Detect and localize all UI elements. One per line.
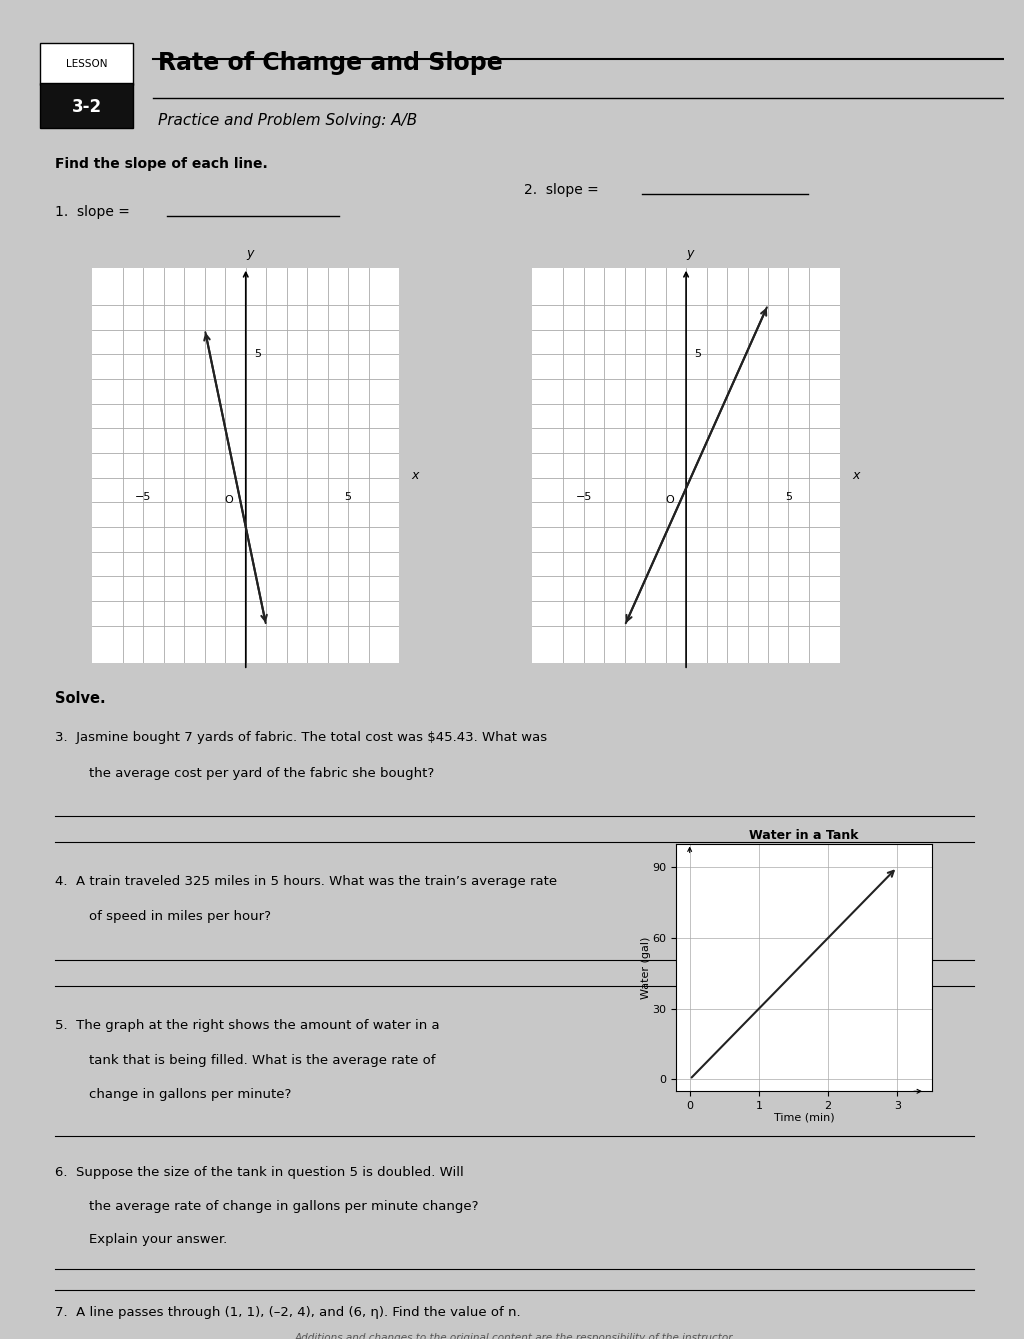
Text: the average cost per yard of the fabric she bought?: the average cost per yard of the fabric …	[89, 767, 434, 779]
Text: 3.  Jasmine bought 7 yards of fabric. The total cost was $45.43. What was: 3. Jasmine bought 7 yards of fabric. The…	[55, 731, 547, 744]
Text: x: x	[852, 469, 859, 482]
Text: 2.  slope =: 2. slope =	[524, 182, 599, 197]
Text: 4.  A train traveled 325 miles in 5 hours. What was the train’s average rate: 4. A train traveled 325 miles in 5 hours…	[55, 876, 557, 888]
Text: 6.  Suppose the size of the tank in question 5 is doubled. Will: 6. Suppose the size of the tank in quest…	[55, 1166, 464, 1180]
Text: Practice and Problem Solving: A/B: Practice and Problem Solving: A/B	[158, 112, 417, 129]
Text: LESSON: LESSON	[66, 59, 108, 70]
Text: x: x	[412, 469, 419, 482]
Text: 7.  A line passes through (1, 1), (–2, 4), and (6, η). Find the value of n.: 7. A line passes through (1, 1), (–2, 4)…	[55, 1306, 520, 1319]
Text: of speed in miles per hour?: of speed in miles per hour?	[89, 911, 271, 924]
Text: 5.  The graph at the right shows the amount of water in a: 5. The graph at the right shows the amou…	[55, 1019, 439, 1031]
Text: Explain your answer.: Explain your answer.	[89, 1233, 227, 1245]
Title: Water in a Tank: Water in a Tank	[750, 829, 858, 842]
Bar	[40, 83, 133, 129]
Text: y: y	[686, 248, 694, 260]
Bar	[40, 43, 133, 86]
Text: O: O	[224, 495, 233, 505]
Text: the average rate of change in gallons per minute change?: the average rate of change in gallons pe…	[89, 1200, 478, 1213]
Text: Rate of Change and Slope: Rate of Change and Slope	[158, 51, 503, 75]
Text: Find the slope of each line.: Find the slope of each line.	[55, 157, 267, 170]
Text: O: O	[665, 495, 674, 505]
Text: tank that is being filled. What is the average rate of: tank that is being filled. What is the a…	[89, 1054, 435, 1067]
Text: 5: 5	[785, 493, 792, 502]
Text: Solve.: Solve.	[55, 691, 105, 706]
Text: 3-2: 3-2	[72, 98, 101, 115]
Text: −5: −5	[135, 493, 152, 502]
Text: 5: 5	[345, 493, 351, 502]
Text: y: y	[246, 248, 254, 260]
Text: change in gallons per minute?: change in gallons per minute?	[89, 1087, 292, 1101]
Text: Additions and changes to the original content are the responsibility of the inst: Additions and changes to the original co…	[294, 1334, 735, 1339]
Y-axis label: Water (gal): Water (gal)	[641, 936, 650, 999]
Text: 1.  slope =: 1. slope =	[55, 205, 130, 218]
X-axis label: Time (min): Time (min)	[773, 1113, 835, 1122]
Text: 5: 5	[694, 349, 701, 359]
Text: 5: 5	[254, 349, 261, 359]
Text: −5: −5	[575, 493, 592, 502]
